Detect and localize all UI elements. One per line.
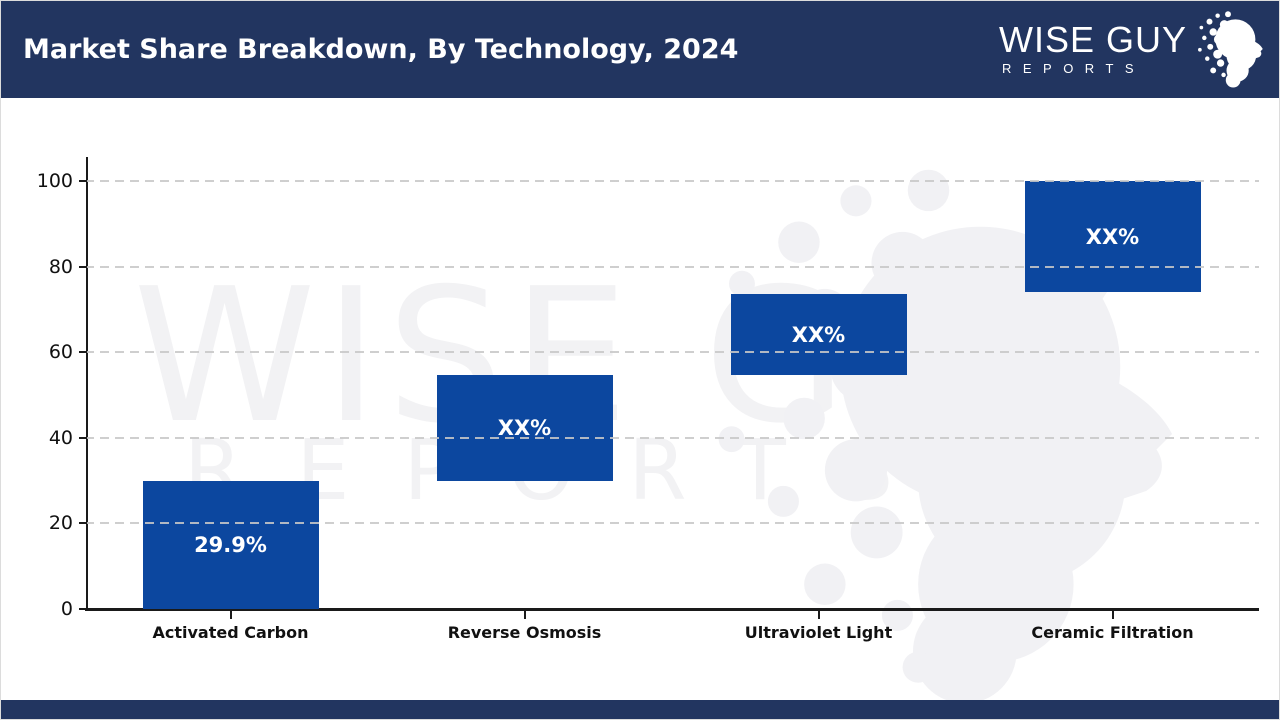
header: Market Share Breakdown, By Technology, 2… [1, 1, 1279, 98]
gridline-80 [85, 265, 1259, 268]
y-tick-label-100: 100 [36, 170, 73, 192]
x-category-label: Reverse Osmosis [447, 623, 602, 642]
gridline-60 [85, 351, 1259, 354]
wiseguy-head-icon [1198, 11, 1263, 88]
y-tick-label-0: 0 [60, 598, 73, 620]
y-tick-mark [79, 351, 87, 354]
y-tick-label-80: 80 [48, 255, 73, 278]
y-tick-mark [79, 608, 87, 610]
bar-ceramic-filtration: XX% [1024, 181, 1201, 293]
y-tick-mark [79, 522, 87, 525]
footer-bar [1, 700, 1279, 719]
x-tick-mark [229, 611, 232, 619]
bar-value-label: XX% [791, 322, 846, 347]
y-tick-label-40: 40 [48, 426, 73, 449]
bar-value-label: XX% [1085, 224, 1140, 249]
x-category-label: Activated Carbon [152, 623, 309, 642]
bar-value-label: XX% [497, 415, 552, 440]
page-title: Market Share Breakdown, By Technology, 2… [23, 34, 739, 65]
gridline-40 [85, 436, 1259, 439]
y-tick-mark [79, 180, 87, 182]
y-tick-mark [79, 265, 87, 268]
bar-value-label: 29.9% [194, 533, 267, 557]
gridline-100 [85, 180, 1259, 182]
x-tick-mark [523, 611, 526, 619]
x-category-label: Ceramic Filtration [1031, 623, 1194, 642]
y-tick-label-60: 60 [48, 341, 73, 364]
y-tick-label-20: 20 [48, 512, 73, 535]
x-tick-mark [817, 611, 820, 619]
gridline-20 [85, 522, 1259, 525]
bar-activated-carbon: 29.9% [142, 481, 319, 609]
logo-wordmark: WISE GUY [998, 19, 1187, 60]
brand-logo: WISE GUY REPORTS [999, 8, 1265, 90]
x-category-label: Ultraviolet Light [744, 623, 893, 642]
x-tick-mark [1111, 611, 1114, 619]
y-tick-mark [79, 436, 87, 439]
bar-ultraviolet-light: XX% [730, 294, 907, 375]
bar-reverse-osmosis: XX% [436, 374, 613, 482]
logo-subtitle: REPORTS [1001, 61, 1146, 76]
x-axis-line [85, 608, 1259, 611]
y-axis-line [86, 157, 88, 611]
